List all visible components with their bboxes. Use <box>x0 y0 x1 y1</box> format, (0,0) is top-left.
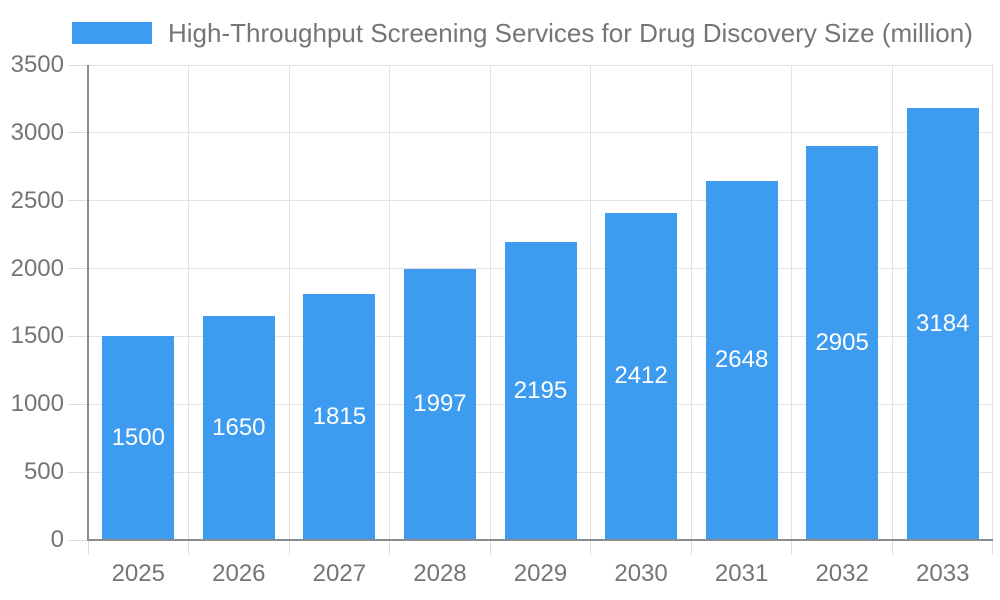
bar[interactable]: 2195 <box>504 242 577 540</box>
bar-value-label: 2412 <box>614 362 668 390</box>
x-axis-tick-label: 2026 <box>212 560 266 587</box>
x-axis-tick-label: 2027 <box>312 560 367 587</box>
bar[interactable]: 1500 <box>102 336 175 540</box>
bar[interactable]: 2412 <box>605 212 678 540</box>
y-tick <box>68 268 88 270</box>
x-axis-tick-label: 2025 <box>111 560 165 587</box>
v-gridline <box>188 65 190 540</box>
y-axis-line <box>87 65 89 540</box>
v-gridline <box>389 65 391 540</box>
bar-value-label: 1815 <box>312 402 367 430</box>
x-tick <box>690 541 692 555</box>
x-axis-tick-label: 2032 <box>815 560 869 587</box>
bar[interactable]: 2648 <box>705 180 778 540</box>
x-tick <box>992 541 993 555</box>
x-axis-labels: 2025 2026 2027 2028 2029 2030 2031 2032 2033 <box>88 561 993 587</box>
legend[interactable]: High-Throughput Screening Services for D… <box>72 20 973 46</box>
y-tick <box>68 200 88 202</box>
x-tick <box>188 541 190 555</box>
x-axis-tick-label: 2030 <box>614 560 668 587</box>
y-tick <box>68 539 88 541</box>
y-axis-tick-label: 3000 <box>10 118 64 146</box>
x-tick <box>891 541 893 555</box>
bar-value-label: 1997 <box>413 390 467 418</box>
y-axis-tick-label: 2000 <box>10 254 64 282</box>
y-axis-tick-label: 3500 <box>10 51 64 78</box>
x-tick <box>791 541 793 555</box>
bar-value-label: 3184 <box>916 309 970 337</box>
x-tick <box>489 541 491 555</box>
v-gridline <box>891 65 893 540</box>
plot-area: 1500 1650 1815 1997 2195 2412 2648 2905 3184 <box>68 64 993 555</box>
y-tick <box>68 335 88 337</box>
v-gridline <box>590 65 592 540</box>
bar-value-label: 1500 <box>111 424 165 452</box>
bar-value-label: 2648 <box>714 346 769 374</box>
y-axis-tick-label: 1500 <box>10 322 64 350</box>
y-axis-tick-label: 500 <box>23 458 64 486</box>
y-tick <box>68 403 88 405</box>
y-axis-labels: 0 500 1000 1500 2000 2500 3000 3500 <box>0 53 64 552</box>
x-axis-tick-label: 2028 <box>413 560 467 587</box>
legend-swatch-icon <box>72 22 152 44</box>
h-gridline <box>88 200 993 202</box>
v-gridline <box>992 65 993 540</box>
y-tick <box>68 471 88 473</box>
x-axis-line <box>87 539 993 541</box>
v-gridline <box>791 65 793 540</box>
bar[interactable]: 1815 <box>303 293 376 540</box>
y-tick <box>68 64 88 66</box>
x-axis-tick-label: 2031 <box>714 560 769 587</box>
h-gridline <box>88 64 993 66</box>
bar[interactable]: 1997 <box>403 268 476 540</box>
x-tick <box>87 541 89 555</box>
x-axis-tick-label: 2029 <box>513 560 568 587</box>
y-tick <box>68 132 88 134</box>
x-tick <box>590 541 592 555</box>
v-gridline <box>690 65 692 540</box>
bar-value-label: 2195 <box>513 377 568 405</box>
bar[interactable]: 3184 <box>906 107 979 540</box>
bar-value-label: 1650 <box>212 414 266 442</box>
bar[interactable]: 2905 <box>806 145 879 540</box>
h-gridline <box>88 132 993 134</box>
x-axis-tick-label: 2033 <box>916 560 970 587</box>
y-axis-tick-label: 1000 <box>10 390 64 418</box>
y-axis-tick-label: 2500 <box>10 186 64 214</box>
v-gridline <box>489 65 491 540</box>
legend-title: High-Throughput Screening Services for D… <box>168 18 973 48</box>
v-gridline <box>288 65 290 540</box>
x-tick <box>389 541 391 555</box>
bar[interactable]: 1650 <box>202 316 275 540</box>
bar-value-label: 2905 <box>815 328 869 356</box>
y-axis-tick-label: 0 <box>50 526 64 553</box>
x-tick <box>288 541 290 555</box>
